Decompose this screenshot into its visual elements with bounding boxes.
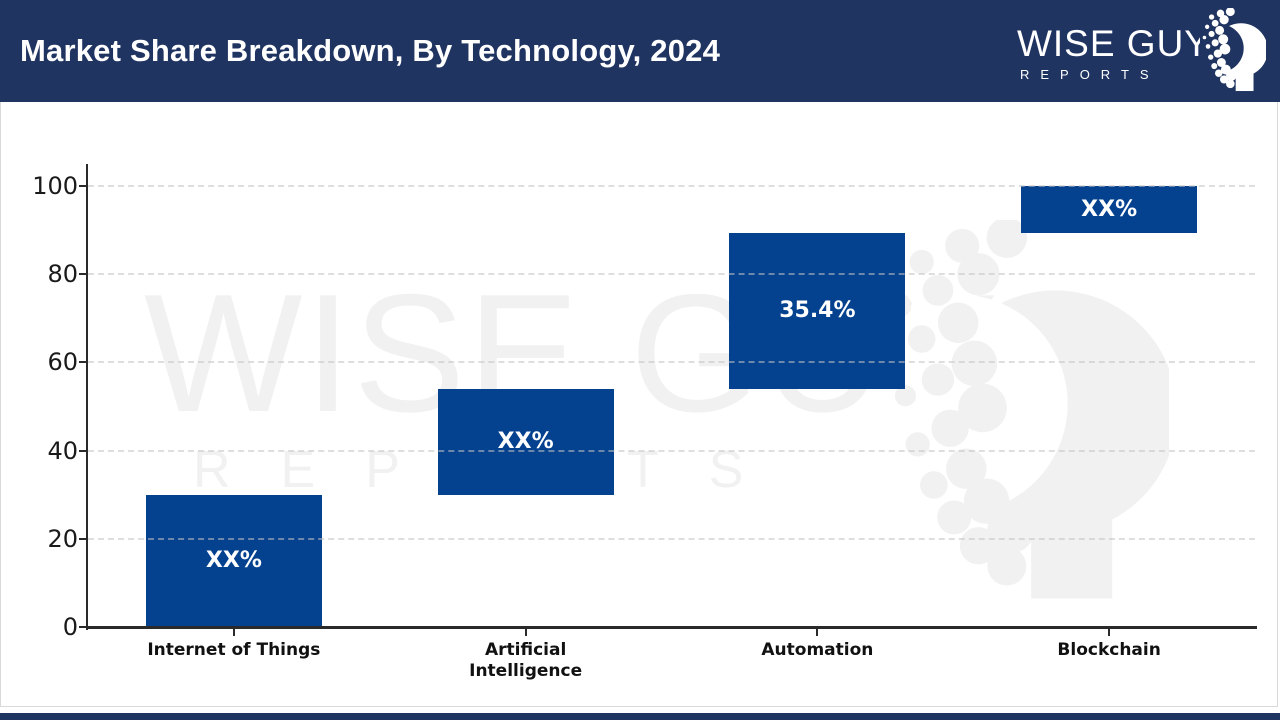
logo-wordmark: WISE GUY REPORTS [1016, 23, 1210, 83]
wise-guy-logo: WISE GUY REPORTS [1016, 7, 1268, 92]
watermark-face-icon [848, 217, 1178, 604]
chart-area: WISE GUY REPORTS [0, 102, 1278, 707]
footer-bar [0, 713, 1280, 720]
logo-face-icon [1195, 7, 1268, 92]
chart-title: Market Share Breakdown, By Technology, 2… [20, 33, 721, 68]
logo-wordmark-line2: REPORTS [1019, 67, 1160, 82]
logo-wordmark-line1: WISE GUY [1016, 23, 1210, 64]
header-bar: Market Share Breakdown, By Technology, 2… [0, 0, 1280, 102]
watermark-text-line2: REPORTS [193, 441, 794, 499]
